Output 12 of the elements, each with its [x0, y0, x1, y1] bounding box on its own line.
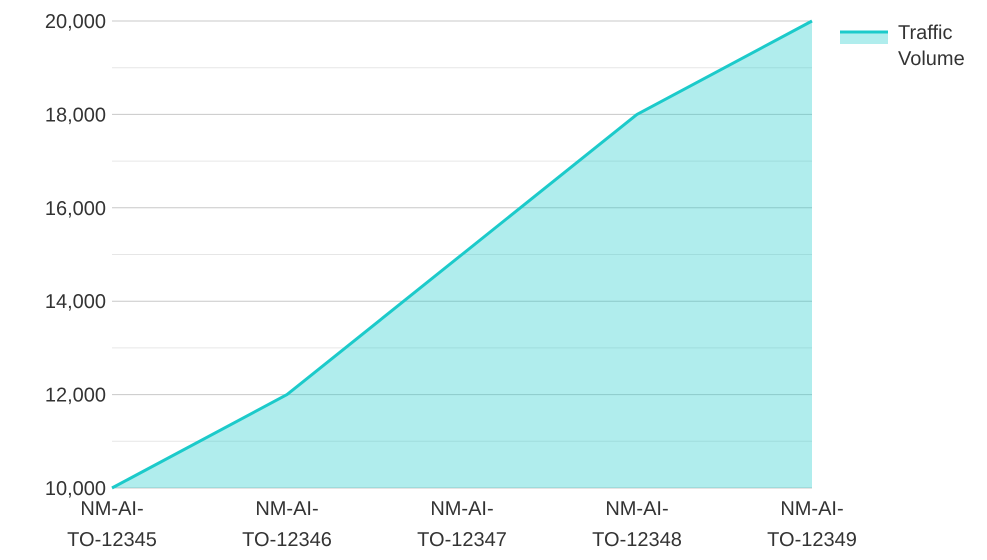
y-tick-label: 18,000	[44, 104, 106, 126]
y-tick-label: 20,000	[44, 11, 106, 33]
y-tick-label: 14,000	[44, 291, 106, 314]
y-tick-label: 10,000	[44, 478, 106, 500]
x-tick-label: NM-AI-TO-12346	[242, 498, 332, 551]
y-tick-label: 16,000	[44, 198, 106, 220]
x-tick-label: NM-AI-TO-12349	[767, 498, 857, 551]
x-tick-label: NM-AI-TO-12347	[417, 498, 507, 551]
y-tick-label: 12,000	[44, 384, 106, 407]
x-tick-label: NM-AI-TO-12348	[592, 498, 682, 551]
legend-label: Traffic Volume	[898, 22, 965, 70]
x-tick-label: NM-AI-TO-12345	[67, 498, 157, 551]
